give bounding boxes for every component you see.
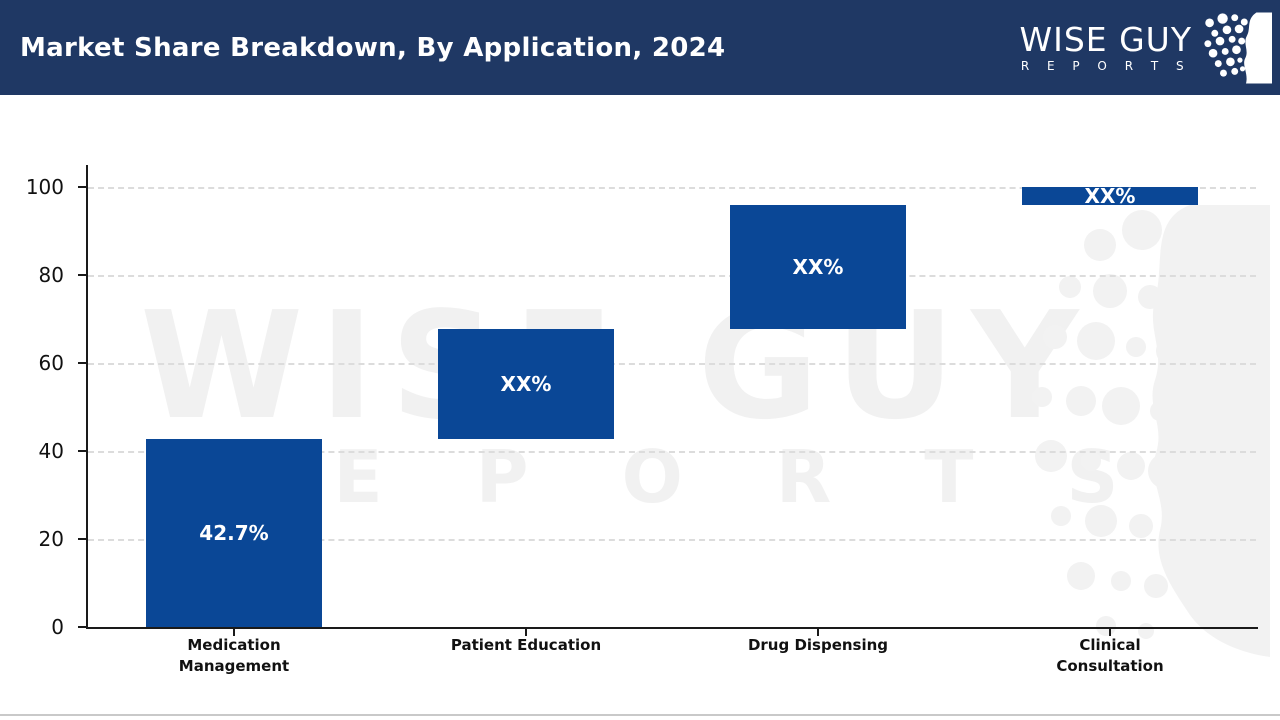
plot-area: 42.7% XX% XX% XX% <box>78 165 1258 636</box>
gridline <box>88 187 1256 189</box>
y-tick-mark <box>78 538 86 540</box>
y-tick-label: 100 <box>25 175 64 199</box>
x-axis-labels: Medication Management Patient Education Dr… <box>88 635 1256 705</box>
x-tick-mark <box>525 629 527 636</box>
y-tick-mark <box>78 274 86 276</box>
bar: XX% <box>1022 183 1198 208</box>
footer-divider <box>0 714 1280 716</box>
x-tick-mark <box>817 629 819 636</box>
x-tick-label: Patient Education <box>450 636 602 654</box>
bar-value-label: XX% <box>792 254 844 279</box>
bar: XX% <box>438 329 614 440</box>
bar: 42.7% <box>146 439 322 627</box>
gridline <box>88 451 1256 453</box>
bar: XX% <box>730 204 906 330</box>
y-tick-mark <box>78 450 86 452</box>
watermark-face-icon <box>1032 205 1270 657</box>
gridline <box>88 539 1256 541</box>
y-tick-label: 20 <box>38 527 64 551</box>
x-tick-mark <box>233 629 235 636</box>
y-tick-mark <box>78 186 86 188</box>
chart-title: Market Share Breakdown, By Application, … <box>20 32 726 63</box>
bar-value-label: XX% <box>1084 183 1136 208</box>
x-tick-mark <box>1109 629 1111 636</box>
logo-line1: WISE GUY <box>1019 20 1192 59</box>
logo-wordmark: WISE GUY R E P O R T S <box>1019 20 1192 74</box>
x-tick-label: Clinical Consultation <box>1056 636 1164 675</box>
gridline <box>88 275 1256 277</box>
y-tick-mark <box>78 626 86 628</box>
x-tick-label: Drug Dispensing <box>747 636 889 654</box>
x-tick-label: Medication Management <box>178 636 290 675</box>
gridline <box>88 363 1256 365</box>
logo-line2: R E P O R T S <box>1020 59 1191 73</box>
y-tick-mark <box>78 362 86 364</box>
y-tick-label: 60 <box>38 351 64 375</box>
header: Market Share Breakdown, By Application, … <box>0 0 1280 95</box>
logo-face-icon <box>1204 12 1272 84</box>
watermark-text-line2: R E P O R T S <box>185 435 1153 519</box>
y-tick-label: 40 <box>38 439 64 463</box>
bar-value-label: 42.7% <box>199 521 269 546</box>
y-tick-label: 0 <box>51 615 64 639</box>
y-axis-labels: 0 20 40 60 80 100 <box>0 165 78 639</box>
y-axis-line <box>86 165 88 629</box>
wise-guy-logo: WISE GUY R E P O R T S <box>1019 6 1272 90</box>
bar-value-label: XX% <box>500 372 552 397</box>
chart-canvas: WISE GUY R E P O R T S 0 20 40 60 80 100 42.7… <box>0 95 1280 715</box>
x-axis-line <box>86 627 1258 629</box>
y-tick-label: 80 <box>38 263 64 287</box>
